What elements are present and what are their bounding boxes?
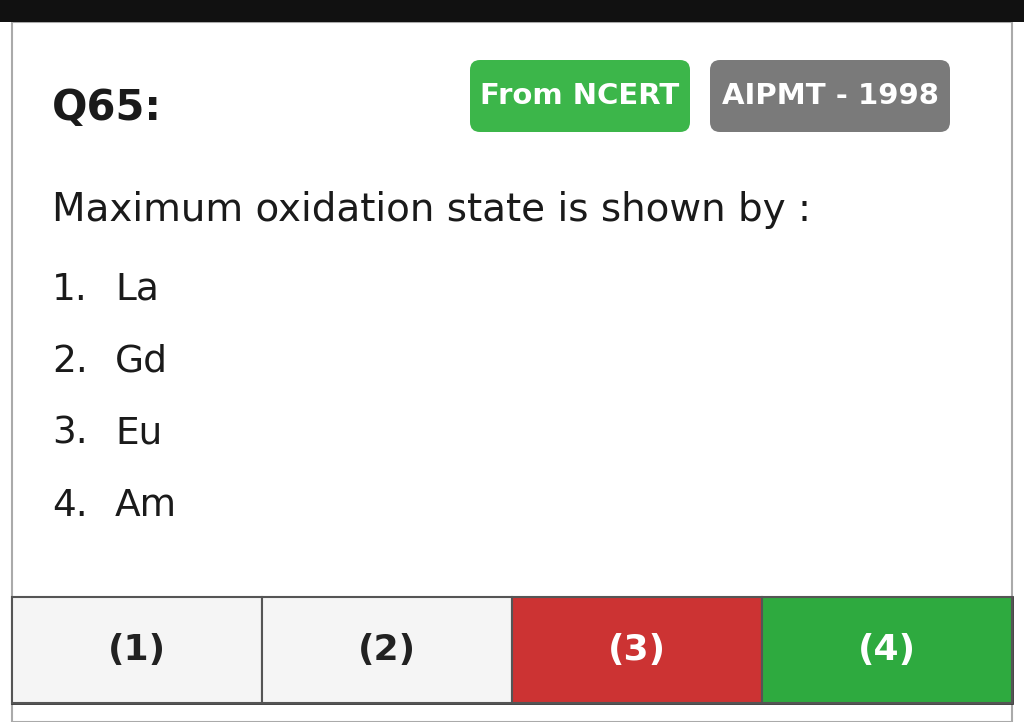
Text: Maximum oxidation state is shown by :: Maximum oxidation state is shown by :	[52, 191, 811, 229]
Text: 4.: 4.	[52, 488, 88, 524]
Text: 2.: 2.	[52, 344, 88, 380]
Text: 1.: 1.	[52, 272, 88, 308]
Text: (2): (2)	[358, 633, 416, 667]
Bar	[0, 0, 1024, 22]
Text: Q65:: Q65:	[52, 87, 162, 129]
Text: From NCERT: From NCERT	[480, 82, 680, 110]
Text: Gd: Gd	[115, 344, 168, 380]
Bar	[12, 597, 262, 703]
Text: 3.: 3.	[52, 416, 88, 452]
FancyBboxPatch shape	[710, 60, 950, 132]
Bar	[512, 597, 762, 703]
Text: (3): (3)	[608, 633, 666, 667]
Text: (1): (1)	[108, 633, 166, 667]
Bar	[762, 597, 1012, 703]
Text: (4): (4)	[858, 633, 916, 667]
Text: Am: Am	[115, 488, 177, 524]
Bar	[262, 597, 512, 703]
Text: La: La	[115, 272, 159, 308]
Bar	[12, 597, 1012, 703]
Text: Eu: Eu	[115, 416, 162, 452]
Text: AIPMT - 1998: AIPMT - 1998	[722, 82, 938, 110]
FancyBboxPatch shape	[470, 60, 690, 132]
